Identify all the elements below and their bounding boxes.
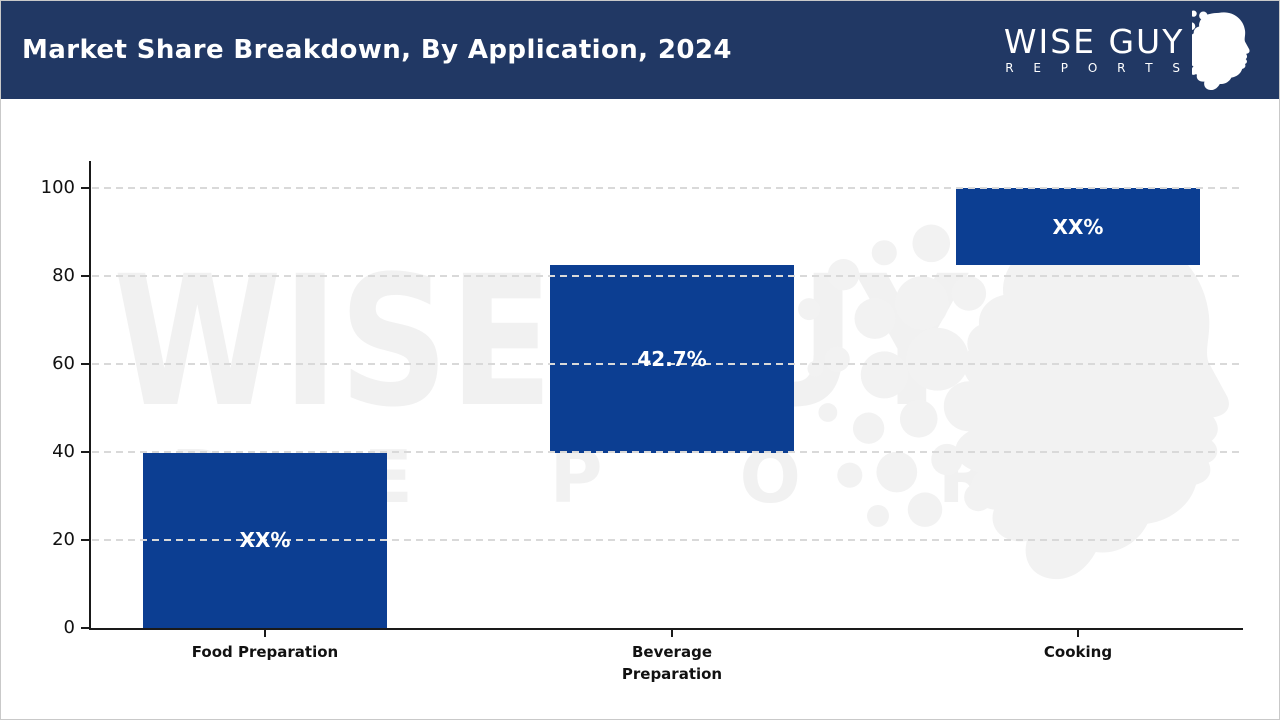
x-tick-mark-food-preparation: [264, 630, 266, 637]
gridline-80: [92, 275, 1241, 277]
logo-brand-name: WISE GUY: [1003, 22, 1185, 61]
wiseguy-logo: WISE GUY R E P O R T S: [1000, 8, 1256, 92]
x-axis-line: [89, 628, 1243, 630]
y-axis-line: [89, 161, 91, 630]
watermark-face-graphic: [798, 222, 1229, 580]
wiseguy-logo-text: WISE GUY R E P O R T S: [1000, 25, 1188, 74]
y-tick-label-60: 60: [52, 353, 75, 374]
header-bar: Market Share Breakdown, By Application, …: [1, 1, 1279, 99]
gridline-40: [92, 451, 1241, 453]
category-label-cooking: Cooking: [1043, 643, 1113, 661]
bar-cooking: [956, 188, 1200, 265]
bar-label-cooking: XX%: [1052, 214, 1104, 239]
gridline-100: [92, 187, 1241, 189]
bar-beverage-preparation: [550, 265, 794, 453]
bar-label-food-preparation: XX%: [239, 528, 291, 553]
y-tick-label-20: 20: [52, 529, 75, 550]
watermark-wiseguy-text: WISE GUY: [113, 238, 968, 447]
bar-label-beverage-preparation: 42.7%: [637, 346, 707, 371]
y-tick-mark-60: [81, 363, 89, 365]
x-tick-mark-beverage-preparation: [671, 630, 673, 637]
y-tick-mark-0: [81, 627, 89, 629]
y-tick-label-80: 80: [52, 265, 75, 286]
y-tick-mark-20: [81, 539, 89, 541]
x-tick-mark-cooking: [1077, 630, 1079, 637]
y-tick-label-100: 100: [40, 177, 75, 198]
logo-brand-subtitle: R E P O R T S: [1005, 61, 1188, 75]
wiseguy-face-icon: [1192, 9, 1250, 90]
y-tick-mark-40: [81, 451, 89, 453]
gridline-20: [92, 539, 1241, 541]
y-tick-mark-100: [81, 187, 89, 189]
gridline-60: [92, 363, 1241, 365]
y-tick-mark-80: [81, 275, 89, 277]
y-tick-label-0: 0: [63, 617, 75, 638]
category-label-beverage-preparation: Beverage Preparation: [621, 643, 723, 683]
y-tick-label-40: 40: [52, 441, 75, 462]
category-label-food-preparation: Food Preparation: [191, 643, 339, 661]
chart-title: Market Share Breakdown, By Application, …: [22, 34, 732, 65]
